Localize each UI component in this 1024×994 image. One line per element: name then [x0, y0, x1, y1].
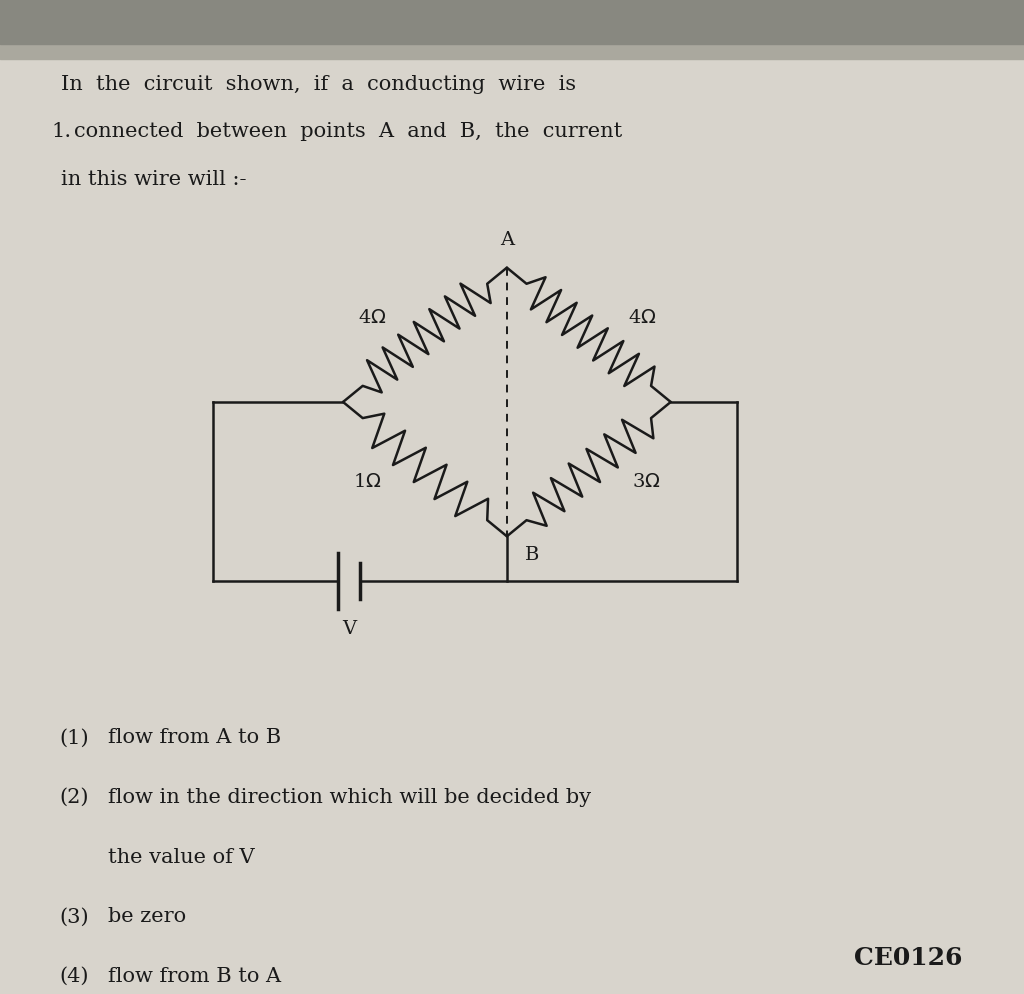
Text: (4): (4)	[59, 966, 89, 985]
Text: V: V	[342, 619, 356, 637]
Text: 4$\Omega$: 4$\Omega$	[357, 308, 386, 327]
Text: In  the  circuit  shown,  if  a  conducting  wire  is: In the circuit shown, if a conducting wi…	[61, 75, 577, 93]
Text: 1.: 1.	[51, 122, 72, 141]
Text: connected  between  points  A  and  B,  the  current: connected between points A and B, the cu…	[74, 122, 622, 141]
Text: (3): (3)	[59, 907, 89, 925]
Bar	[0, 0, 1024, 45]
Text: be zero: be zero	[108, 907, 185, 925]
Text: 3$\Omega$: 3$\Omega$	[632, 472, 660, 491]
Text: flow from A to B: flow from A to B	[108, 728, 281, 746]
Text: 1$\Omega$: 1$\Omega$	[353, 472, 382, 491]
Text: (2): (2)	[59, 787, 89, 806]
Text: A: A	[500, 231, 514, 248]
Bar	[0, 40, 1024, 60]
Text: B: B	[525, 546, 540, 564]
Text: flow in the direction which will be decided by: flow in the direction which will be deci…	[108, 787, 591, 806]
Text: (1): (1)	[59, 728, 89, 746]
Text: flow from B to A: flow from B to A	[108, 966, 281, 985]
Text: CE0126: CE0126	[854, 945, 963, 969]
Text: the value of V: the value of V	[108, 847, 254, 866]
Text: 4$\Omega$: 4$\Omega$	[628, 308, 656, 327]
Text: in this wire will :-: in this wire will :-	[61, 170, 247, 189]
